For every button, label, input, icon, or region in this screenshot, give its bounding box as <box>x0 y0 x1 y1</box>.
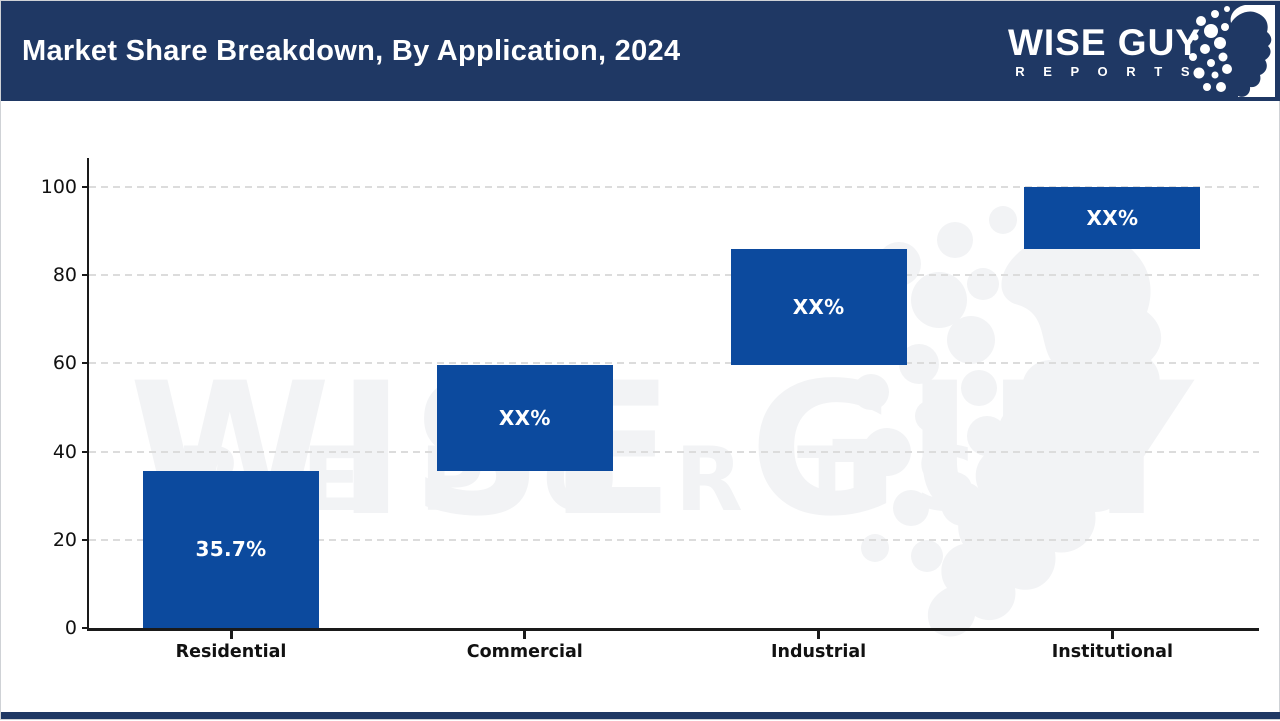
bar-institutional: XX% <box>1024 187 1201 249</box>
x-tick-residential <box>229 631 233 639</box>
wiseguy-face-icon <box>1189 5 1275 97</box>
y-tick-label-0: 0 <box>64 617 77 639</box>
x-tick-industrial <box>817 631 821 639</box>
y-tick-label-60: 60 <box>52 352 77 375</box>
bar-industrial: XX% <box>730 248 907 365</box>
gridline-40 <box>89 450 1259 453</box>
y-tick-100 <box>82 186 89 188</box>
bar-commercial: XX% <box>436 364 613 471</box>
bar-value-label: 35.7% <box>195 537 267 562</box>
gridline-80 <box>89 274 1259 277</box>
bar-value-label: XX% <box>498 405 551 430</box>
y-tick-20 <box>82 538 89 541</box>
bar-residential: 35.7% <box>143 470 319 628</box>
gridline-60 <box>89 362 1259 365</box>
footer-bar <box>1 712 1280 719</box>
logo-reports-label: R E P O R T S <box>1015 63 1197 79</box>
y-tick-label-40: 40 <box>52 440 77 463</box>
x-label-residential: Residential <box>175 642 287 662</box>
gridline-20 <box>89 538 1259 541</box>
x-label-industrial: Industrial <box>771 642 867 662</box>
x-tick-institutional <box>1110 631 1114 639</box>
header-bar: Market Share Breakdown, By Application, … <box>1 1 1280 101</box>
x-label-institutional: Institutional <box>1051 642 1173 662</box>
bar-value-label: XX% <box>1086 205 1139 230</box>
gridline-100 <box>89 186 1259 188</box>
wiseguy-face-watermark-icon <box>853 206 1162 637</box>
y-axis-line <box>87 158 89 630</box>
y-tick-label-20: 20 <box>52 528 77 551</box>
logo-text: WISE GUY R E P O R T S <box>1008 24 1201 79</box>
wiseguy-logo: WISE GUY R E P O R T S <box>1008 5 1280 97</box>
x-tick-commercial <box>523 631 527 639</box>
y-tick-label-80: 80 <box>52 264 77 287</box>
y-tick-label-100: 100 <box>40 176 77 198</box>
y-tick-0 <box>82 627 89 629</box>
page-title: Market Share Breakdown, By Application, … <box>22 34 681 67</box>
x-axis-line <box>87 628 1259 631</box>
y-tick-60 <box>82 362 89 365</box>
x-label-commercial: Commercial <box>466 642 583 662</box>
y-tick-80 <box>82 274 89 277</box>
background-watermark: WISE GUY REPORTS <box>1 101 1280 714</box>
bar-value-label: XX% <box>792 294 845 319</box>
y-tick-40 <box>82 450 89 453</box>
logo-wiseguy-label: WISE GUY <box>1007 21 1201 63</box>
